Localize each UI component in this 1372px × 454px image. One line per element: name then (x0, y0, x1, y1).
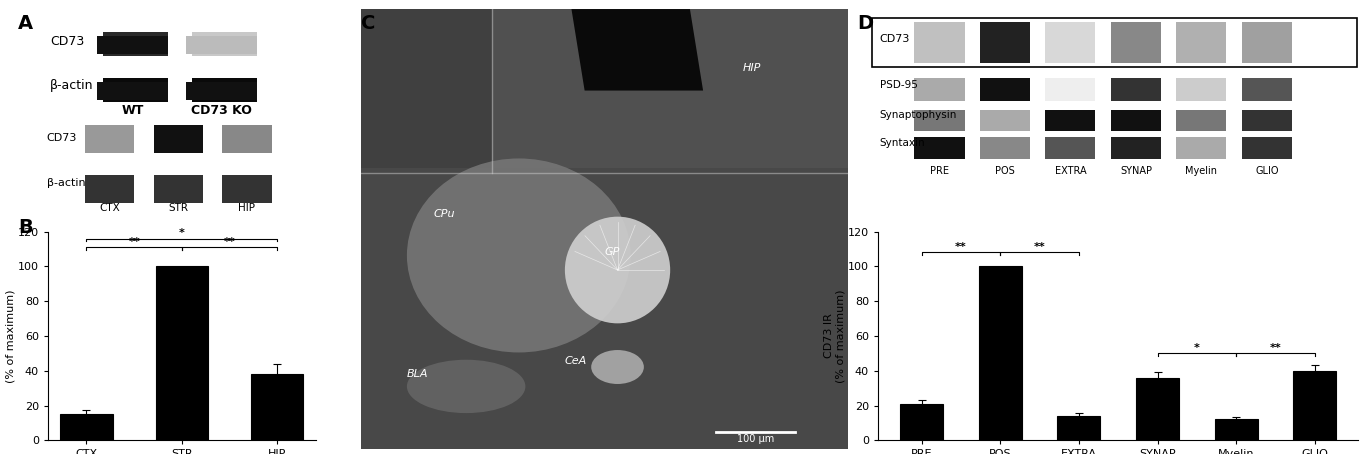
Polygon shape (493, 9, 848, 188)
Bar (873, 18, 1357, 67)
Text: EXTRA: EXTRA (1055, 166, 1087, 176)
Bar (1242, 109, 1292, 131)
Text: β-actin: β-actin (51, 79, 93, 92)
Text: **: ** (128, 237, 140, 247)
Bar (980, 138, 1030, 159)
Bar (1214, 419, 1258, 440)
Bar (900, 404, 943, 440)
Bar (1242, 22, 1292, 63)
Text: PSD-95: PSD-95 (879, 80, 918, 90)
Y-axis label: CD73 IR
(% of maximum): CD73 IR (% of maximum) (823, 289, 845, 383)
Bar (980, 22, 1030, 63)
Bar (222, 175, 272, 203)
Bar (103, 78, 169, 102)
Bar (1111, 22, 1161, 63)
Text: POS: POS (995, 166, 1015, 176)
Bar (1058, 416, 1100, 440)
Text: **: ** (224, 237, 236, 247)
Text: 100 μm: 100 μm (737, 434, 774, 444)
Bar (1176, 22, 1227, 63)
Text: HIP: HIP (742, 63, 761, 73)
Text: HIP: HIP (239, 203, 255, 213)
Text: SYNAP: SYNAP (1120, 166, 1152, 176)
Text: Myelin: Myelin (1185, 166, 1217, 176)
Text: GP: GP (604, 247, 620, 257)
Text: CD73 KO: CD73 KO (191, 104, 251, 117)
Ellipse shape (591, 350, 643, 384)
Bar (155, 266, 209, 440)
Bar (914, 78, 965, 101)
Polygon shape (572, 9, 702, 90)
Text: CeA: CeA (565, 356, 587, 366)
Text: **: ** (1033, 242, 1045, 252)
Bar (1294, 371, 1336, 440)
Bar (154, 125, 203, 153)
Bar (1045, 78, 1095, 101)
Bar (1045, 22, 1095, 63)
Bar (185, 82, 257, 99)
Text: *: * (178, 228, 185, 238)
Bar (154, 175, 203, 203)
Bar (222, 125, 272, 153)
Bar (60, 414, 113, 440)
Text: CD73: CD73 (47, 133, 77, 143)
Bar (1111, 109, 1161, 131)
Bar (1176, 138, 1227, 159)
Text: BLA: BLA (407, 369, 428, 379)
Bar (185, 35, 257, 54)
Bar (1176, 109, 1227, 131)
Bar (980, 109, 1030, 131)
Bar (980, 78, 1030, 101)
Text: C: C (361, 14, 375, 33)
Text: CD73: CD73 (879, 35, 910, 44)
Ellipse shape (407, 360, 525, 413)
Bar (103, 32, 169, 55)
Text: *: * (1194, 343, 1199, 353)
Text: STR: STR (169, 203, 188, 213)
Bar (914, 22, 965, 63)
Text: CPu: CPu (434, 209, 454, 219)
Bar (978, 266, 1022, 440)
Bar (97, 82, 169, 99)
Bar (1242, 78, 1292, 101)
Bar (85, 175, 134, 203)
Bar (1242, 138, 1292, 159)
Ellipse shape (565, 217, 670, 323)
Bar (97, 35, 169, 54)
Y-axis label: CD73 IR
(% of maximum): CD73 IR (% of maximum) (0, 289, 15, 383)
Text: WT: WT (122, 104, 144, 117)
Text: Synaptophysin: Synaptophysin (879, 110, 958, 120)
Text: **: ** (955, 242, 967, 252)
Bar (1136, 378, 1179, 440)
Bar (1111, 138, 1161, 159)
Bar (192, 78, 257, 102)
Text: B: B (18, 218, 33, 237)
Bar (251, 374, 303, 440)
Bar (914, 109, 965, 131)
Text: PRE: PRE (930, 166, 949, 176)
Text: D: D (858, 14, 874, 33)
Text: CD73: CD73 (51, 35, 84, 48)
Bar (85, 125, 134, 153)
Ellipse shape (407, 158, 631, 352)
Bar (1111, 78, 1161, 101)
Bar (914, 138, 965, 159)
Bar (1045, 109, 1095, 131)
Bar (192, 32, 257, 55)
Polygon shape (361, 168, 848, 449)
Bar (1176, 78, 1227, 101)
Text: **: ** (1269, 343, 1281, 353)
Text: A: A (18, 14, 33, 33)
Text: Syntaxin: Syntaxin (879, 138, 925, 148)
Text: β-actin: β-actin (47, 178, 85, 188)
Text: CTX: CTX (99, 203, 121, 213)
Text: GLIO: GLIO (1255, 166, 1279, 176)
Bar (1045, 138, 1095, 159)
